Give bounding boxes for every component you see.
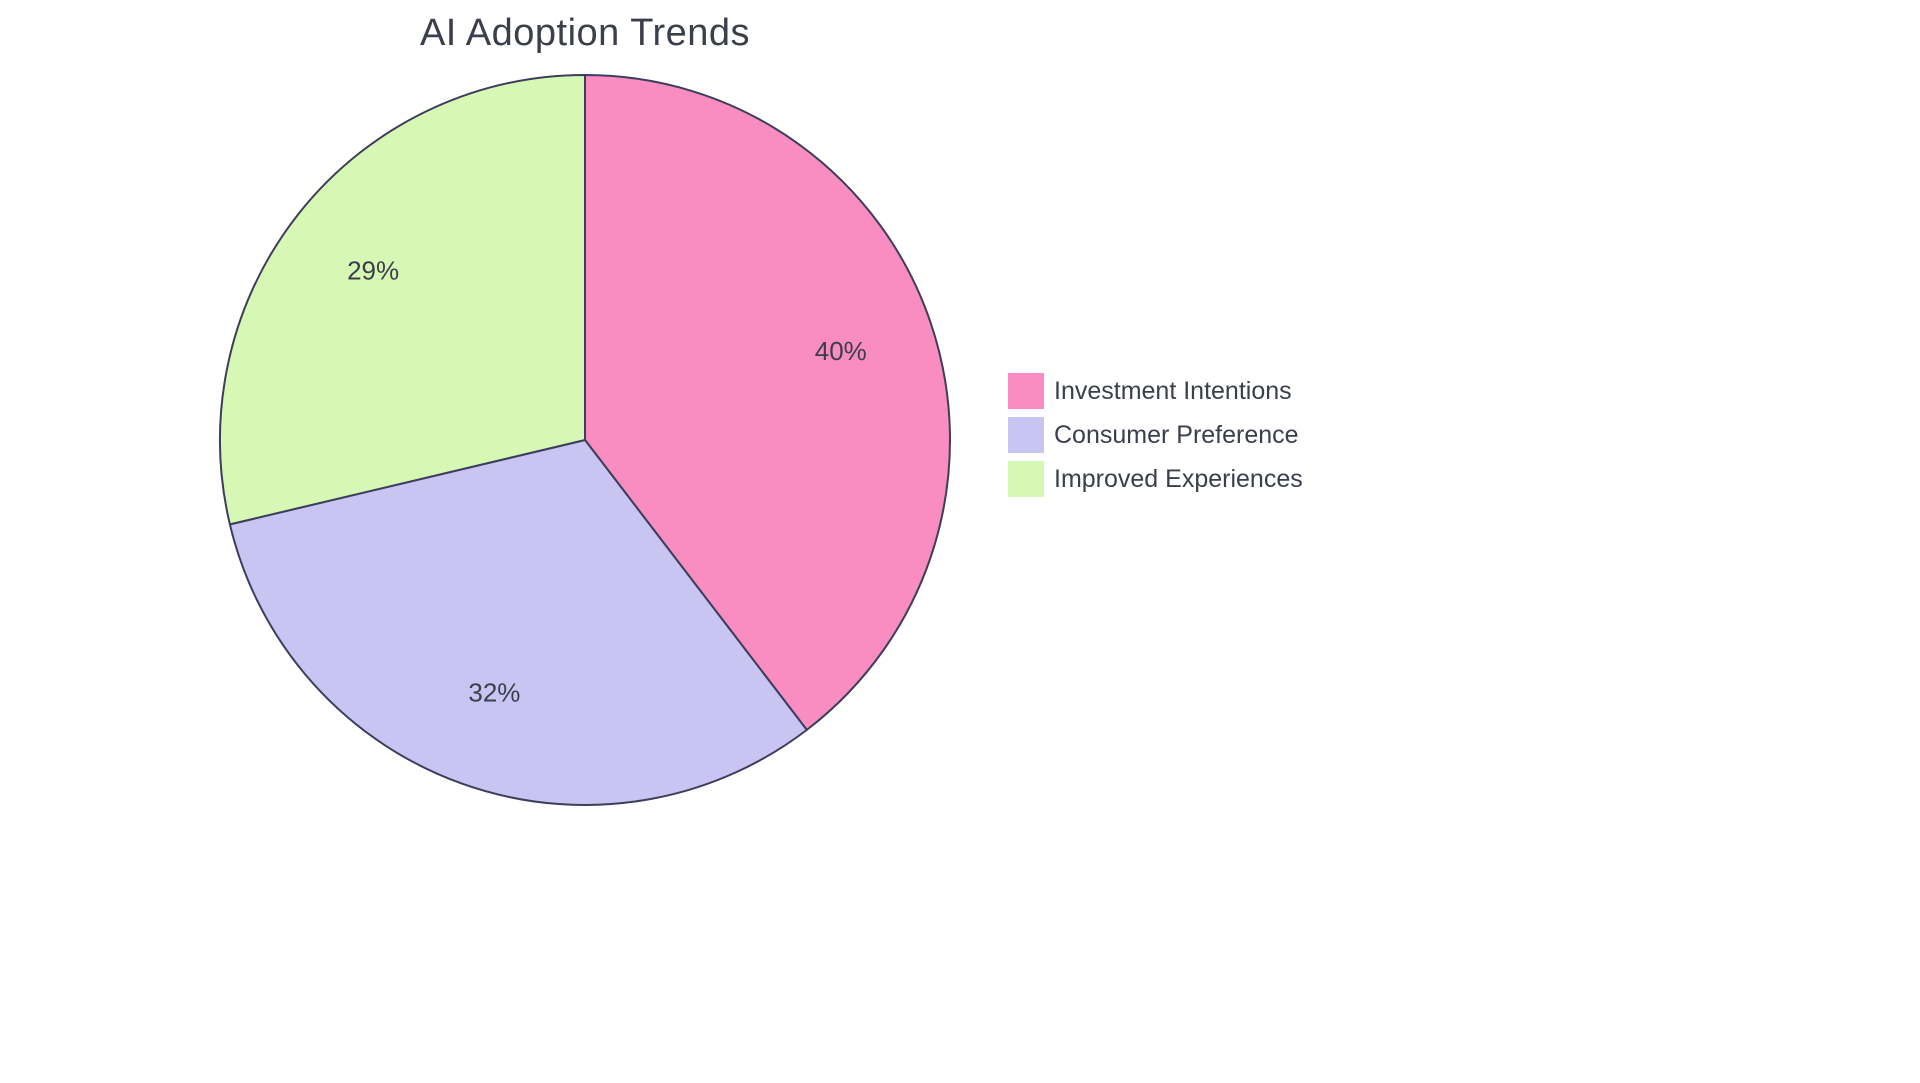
legend-swatch-1 xyxy=(1008,417,1044,453)
slice-percent-label-1: 32% xyxy=(468,677,520,707)
pie-slice-2 xyxy=(219,74,586,526)
slice-percent-label-0: 40% xyxy=(815,336,867,366)
pie-slice-1 xyxy=(228,439,808,806)
legend-label-1: Consumer Preference xyxy=(1054,420,1299,449)
legend-label-0: Investment Intentions xyxy=(1054,376,1292,405)
pie-slice-0 xyxy=(584,74,951,731)
chart-title: AI Adoption Trends xyxy=(419,12,751,54)
legend-swatch-0 xyxy=(1008,373,1044,409)
slice-percent-label-2: 29% xyxy=(347,255,399,285)
legend-swatch-2 xyxy=(1008,461,1044,497)
legend-item-2: Improved Experiences xyxy=(1008,461,1303,497)
legend: Investment Intentions Consumer Preference… xyxy=(1008,373,1303,497)
legend-label-2: Improved Experiences xyxy=(1054,464,1303,493)
legend-item-0: Investment Intentions xyxy=(1008,373,1303,409)
legend-item-1: Consumer Preference xyxy=(1008,417,1303,453)
